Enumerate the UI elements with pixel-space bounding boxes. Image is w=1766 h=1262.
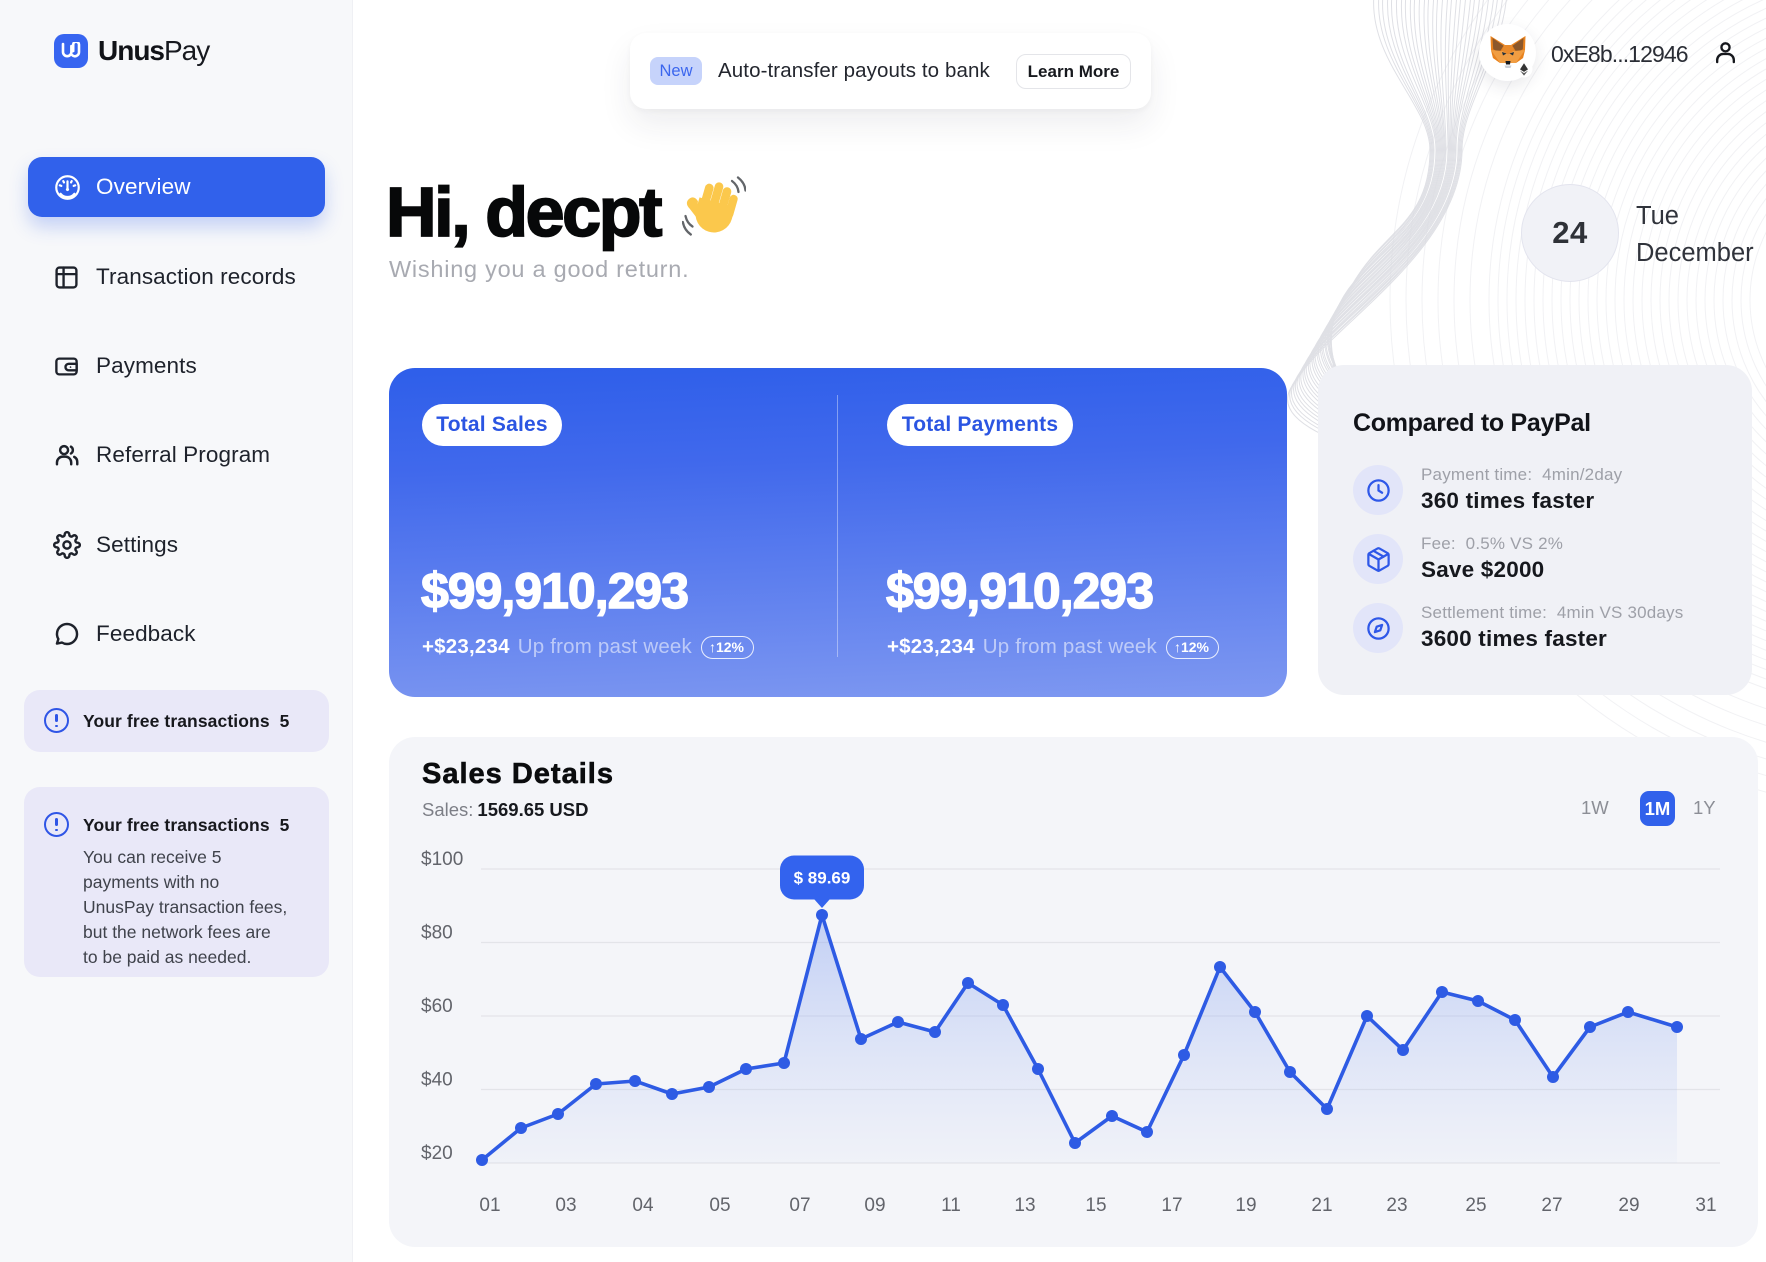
svg-text:31: 31 [1695,1195,1716,1216]
svg-text:$20: $20 [421,1143,453,1164]
svg-text:17: 17 [1161,1195,1182,1216]
svg-text:11: 11 [941,1195,961,1216]
svg-text:$80: $80 [421,923,453,944]
svg-text:$100: $100 [421,849,463,870]
svg-text:09: 09 [864,1195,885,1216]
svg-text:$40: $40 [421,1070,453,1091]
svg-text:07: 07 [789,1195,810,1216]
svg-text:05: 05 [709,1195,730,1216]
svg-text:21: 21 [1311,1195,1332,1216]
svg-text:$ 89.69: $ 89.69 [794,869,851,888]
svg-text:13: 13 [1014,1195,1035,1216]
svg-text:29: 29 [1618,1195,1639,1216]
svg-text:01: 01 [479,1195,500,1216]
svg-text:23: 23 [1386,1195,1407,1216]
svg-text:15: 15 [1085,1195,1106,1216]
svg-text:25: 25 [1465,1195,1486,1216]
svg-text:19: 19 [1235,1195,1256,1216]
svg-text:27: 27 [1541,1195,1562,1216]
svg-text:03: 03 [555,1195,576,1216]
svg-text:$60: $60 [421,996,453,1017]
svg-text:04: 04 [632,1195,654,1216]
